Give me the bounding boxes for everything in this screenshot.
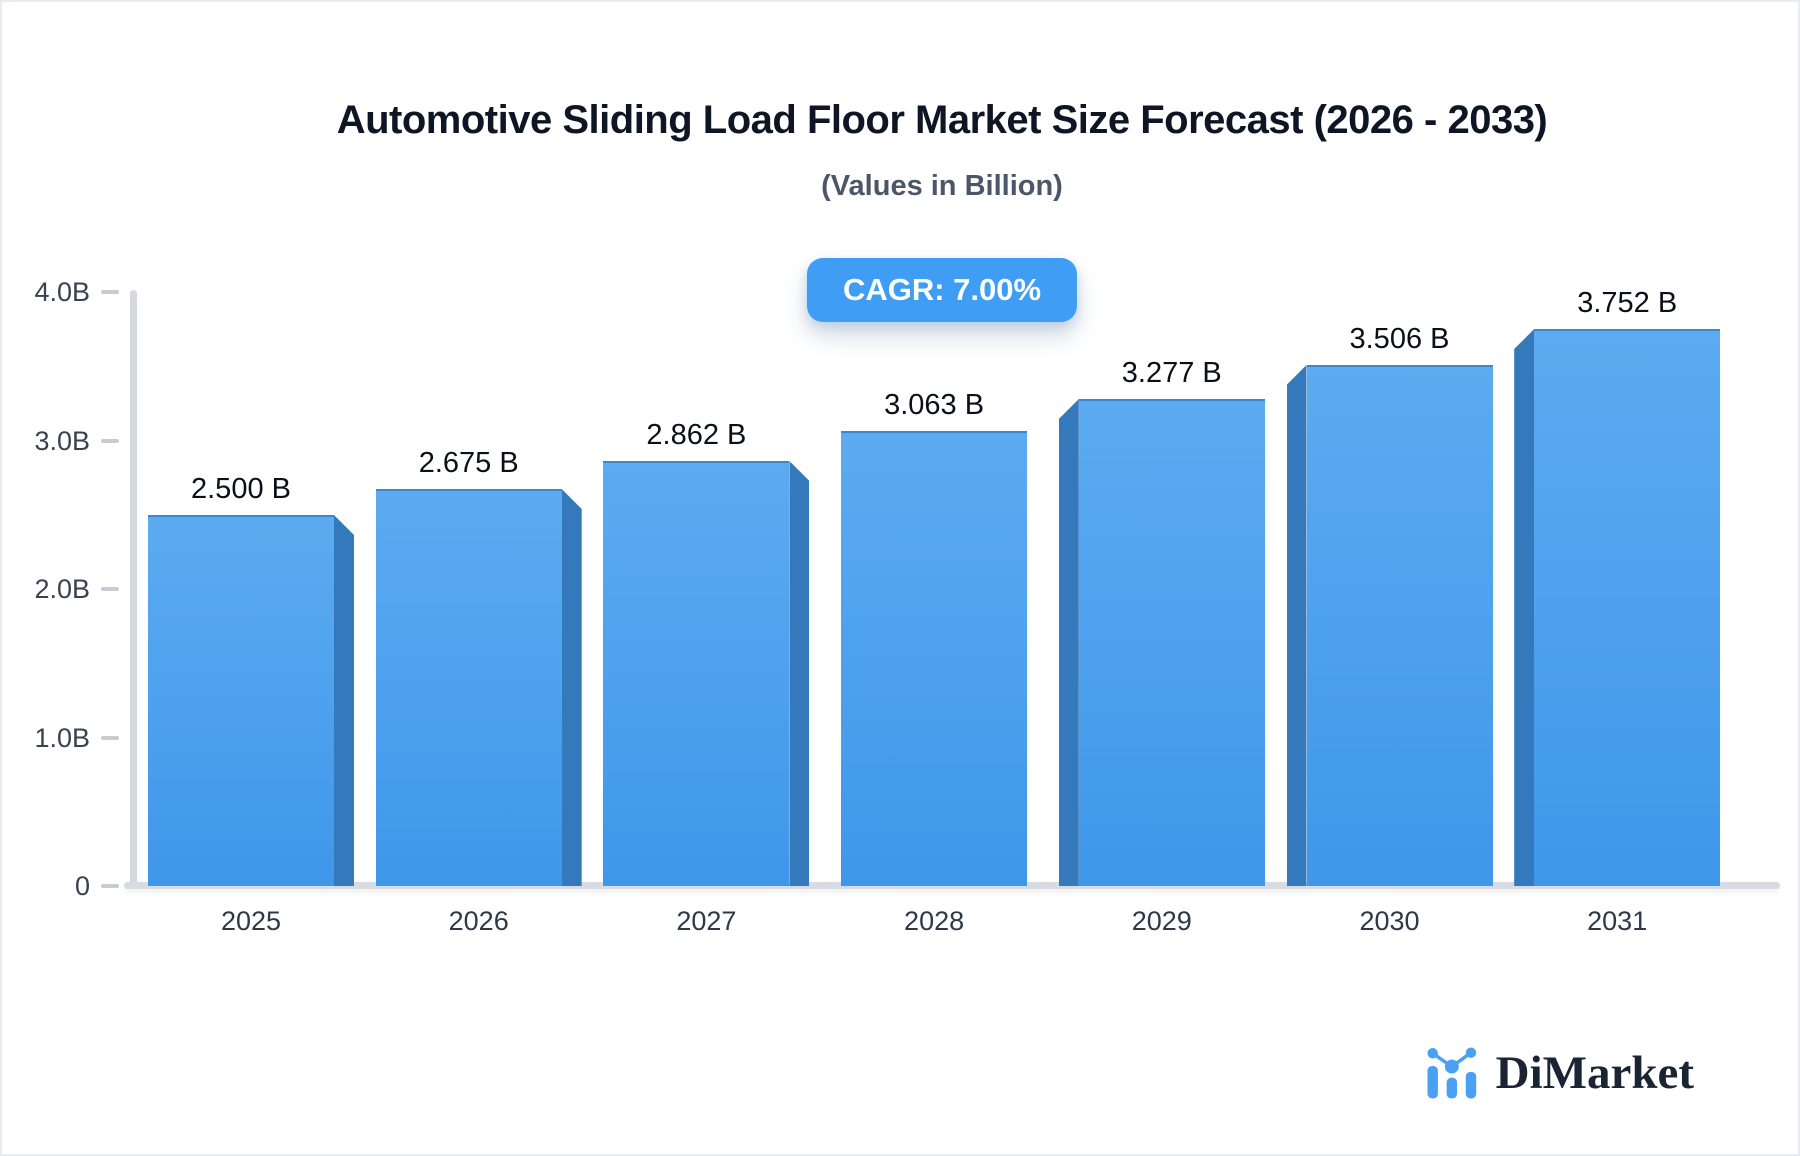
x-axis-label: 2026: [448, 906, 509, 936]
chart-title: Automotive Sliding Load Floor Market Siz…: [336, 98, 1548, 142]
x-axis-label: 2030: [1359, 906, 1420, 936]
dimarket-logo-icon: [1427, 1047, 1476, 1099]
y-tick-dash: [101, 884, 119, 888]
bar-3d-side: [1286, 365, 1307, 886]
bar-value-label: 3.752 B: [1577, 287, 1678, 319]
bar-3d-side: [789, 461, 810, 886]
y-tick-label: 1.0B: [34, 722, 90, 753]
bar-3d-side: [334, 515, 354, 886]
bar-3d-side: [1514, 329, 1535, 886]
chart-subtitle: (Values in Billion): [821, 170, 1063, 202]
x-axis-label: 2028: [904, 906, 965, 936]
bar-face[interactable]: [1306, 365, 1493, 886]
bar-value-label: 3.506 B: [1349, 323, 1450, 355]
y-tick-label: 0: [74, 871, 90, 901]
x-axis-label: 2029: [1131, 906, 1192, 936]
bar-face[interactable]: [603, 461, 790, 886]
dimarket-logo-text: DiMarket: [1495, 1047, 1694, 1099]
bar-value-label: 2.862 B: [646, 419, 747, 451]
bar-value-label: 2.500 B: [191, 473, 291, 505]
y-tick-label: 4.0B: [34, 277, 90, 307]
bar-3d-side: [561, 489, 582, 886]
y-tick-dash: [101, 438, 119, 443]
bar-face[interactable]: [841, 431, 1028, 886]
cagr-badge: CAGR: 7.00%: [806, 258, 1078, 322]
y-tick-dash: [101, 587, 119, 591]
bar-value-label: 2.675 B: [418, 447, 519, 479]
x-axis-label: 2031: [1587, 906, 1648, 936]
bar-value-label: 3.063 B: [884, 389, 985, 421]
y-tick-label: 3.0B: [34, 425, 90, 456]
bar-face[interactable]: [375, 489, 562, 886]
bar-3d-side: [1058, 399, 1079, 886]
y-axis-line: [130, 290, 137, 888]
bar-face[interactable]: [1078, 399, 1265, 886]
bar-face[interactable]: [1534, 329, 1721, 886]
y-tick-label: 2.0B: [34, 574, 90, 604]
x-axis-label: 2027: [676, 906, 737, 936]
y-tick-dash: [101, 735, 119, 740]
dimarket-logo: DiMarket: [1424, 1044, 1694, 1102]
x-axis-label: 2025: [220, 906, 282, 936]
bar-face[interactable]: [148, 515, 334, 886]
cagr-badge-label: CAGR: 7.00%: [842, 272, 1042, 307]
bar-value-label: 3.277 B: [1121, 357, 1222, 389]
y-tick-dash: [101, 290, 119, 294]
